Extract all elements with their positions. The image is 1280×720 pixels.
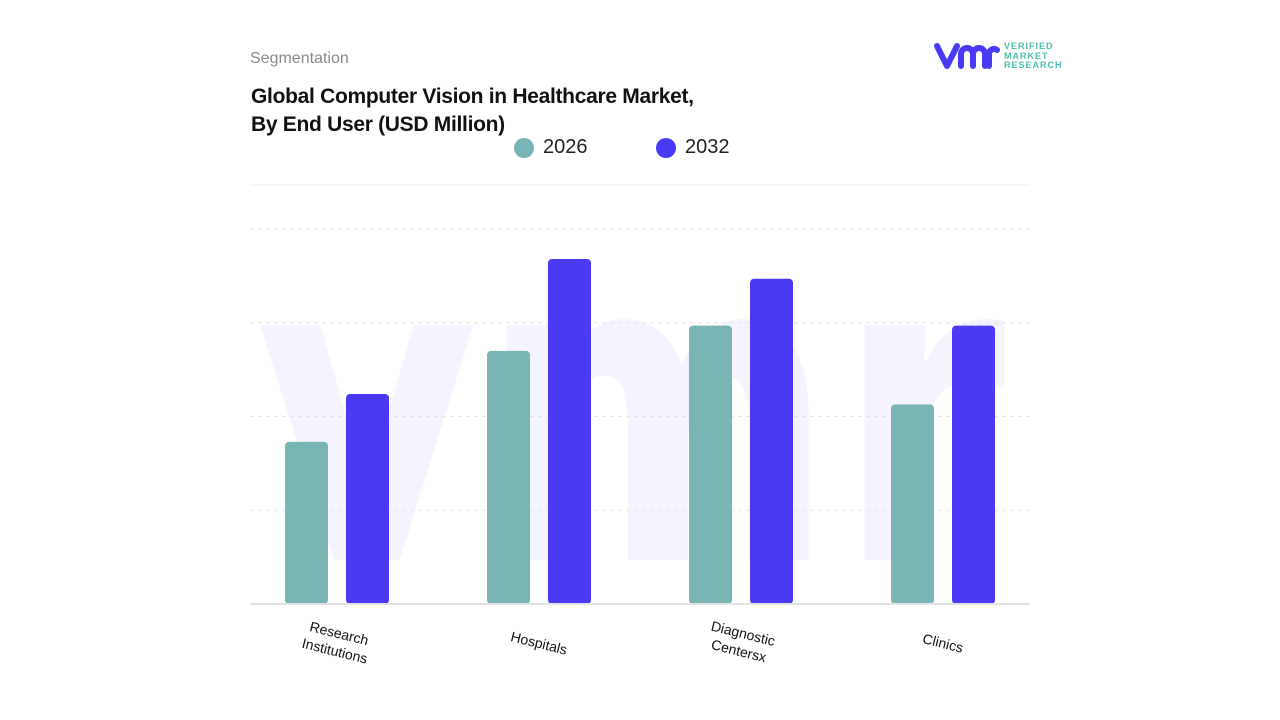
bar-2032-hospitals[interactable]: [548, 259, 591, 604]
vmr-logo: VERIFIED MARKET RESEARCH: [934, 41, 1063, 71]
legend-item-2032[interactable]: 2032: [656, 136, 730, 159]
legend-label-2026: 2026: [543, 136, 588, 158]
bar-2032-diagnostic-centersx[interactable]: [750, 278, 793, 604]
segment-label: Segmentation: [250, 50, 349, 67]
bar-2026-research-institutions[interactable]: [285, 441, 328, 604]
logo-text-market: MARKET: [1004, 50, 1049, 61]
logo-text-research: RESEARCH: [1004, 60, 1063, 70]
bar-2026-diagnostic-centersx[interactable]: [689, 325, 732, 604]
bar-2026-clinics[interactable]: [891, 404, 934, 604]
bar-2026-hospitals[interactable]: [487, 350, 530, 604]
title-line-2: By End User (USD Million): [251, 113, 505, 136]
chart-title: Global Computer Vision in Healthcare Mar…: [251, 83, 694, 139]
vmr-logo-mark: [934, 43, 1000, 70]
legend-item-2026[interactable]: 2026: [514, 136, 588, 159]
legend-swatch-2026: [514, 137, 534, 158]
title-line-1: Global Computer Vision in Healthcare Mar…: [251, 85, 694, 108]
bar-2032-research-institutions[interactable]: [346, 394, 389, 604]
legend-swatch-2032: [656, 137, 676, 158]
logo-text-verified: VERIFIED: [1004, 41, 1054, 51]
legend-label-2032: 2032: [685, 136, 730, 158]
bar-2032-clinics[interactable]: [952, 325, 995, 604]
